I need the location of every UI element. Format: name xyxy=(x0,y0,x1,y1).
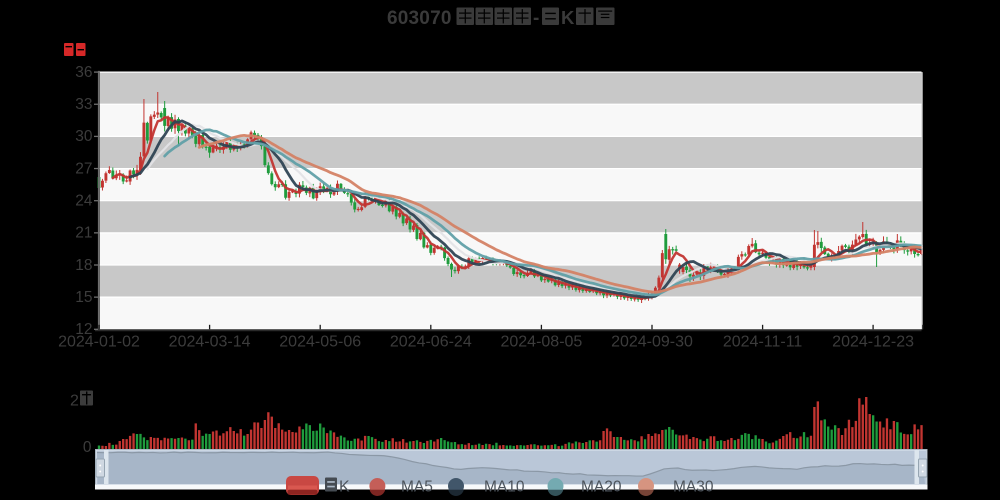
svg-text:2024-06-24: 2024-06-24 xyxy=(390,334,472,351)
svg-text:33: 33 xyxy=(75,96,92,113)
svg-text:K: K xyxy=(561,7,575,28)
svg-text:K: K xyxy=(339,479,350,496)
svg-text:2024-12-23: 2024-12-23 xyxy=(832,334,914,351)
svg-text:MA5: MA5 xyxy=(401,479,433,496)
svg-text:12: 12 xyxy=(75,321,92,338)
svg-text:36: 36 xyxy=(75,64,92,81)
svg-text:15: 15 xyxy=(75,289,92,306)
svg-text:603070: 603070 xyxy=(387,8,452,29)
svg-text:18: 18 xyxy=(75,257,92,274)
svg-text:2: 2 xyxy=(70,393,79,410)
svg-text:30: 30 xyxy=(75,128,93,145)
svg-text:MA10: MA10 xyxy=(484,479,525,496)
svg-text:24: 24 xyxy=(75,193,93,210)
svg-text:21: 21 xyxy=(75,225,92,242)
svg-text:27: 27 xyxy=(75,160,92,177)
svg-text:2024-11-11: 2024-11-11 xyxy=(723,334,803,351)
svg-text:MA30: MA30 xyxy=(673,479,714,496)
svg-text:2024-08-05: 2024-08-05 xyxy=(500,334,582,351)
svg-text:2024-05-06: 2024-05-06 xyxy=(279,334,361,351)
svg-text:MA20: MA20 xyxy=(581,479,622,496)
svg-text:-: - xyxy=(533,8,539,29)
svg-text:2024-03-14: 2024-03-14 xyxy=(169,334,251,351)
svg-text:2024-09-30: 2024-09-30 xyxy=(611,334,693,351)
svg-text:0: 0 xyxy=(83,439,92,456)
svg-text:2024-01-02: 2024-01-02 xyxy=(58,334,140,351)
